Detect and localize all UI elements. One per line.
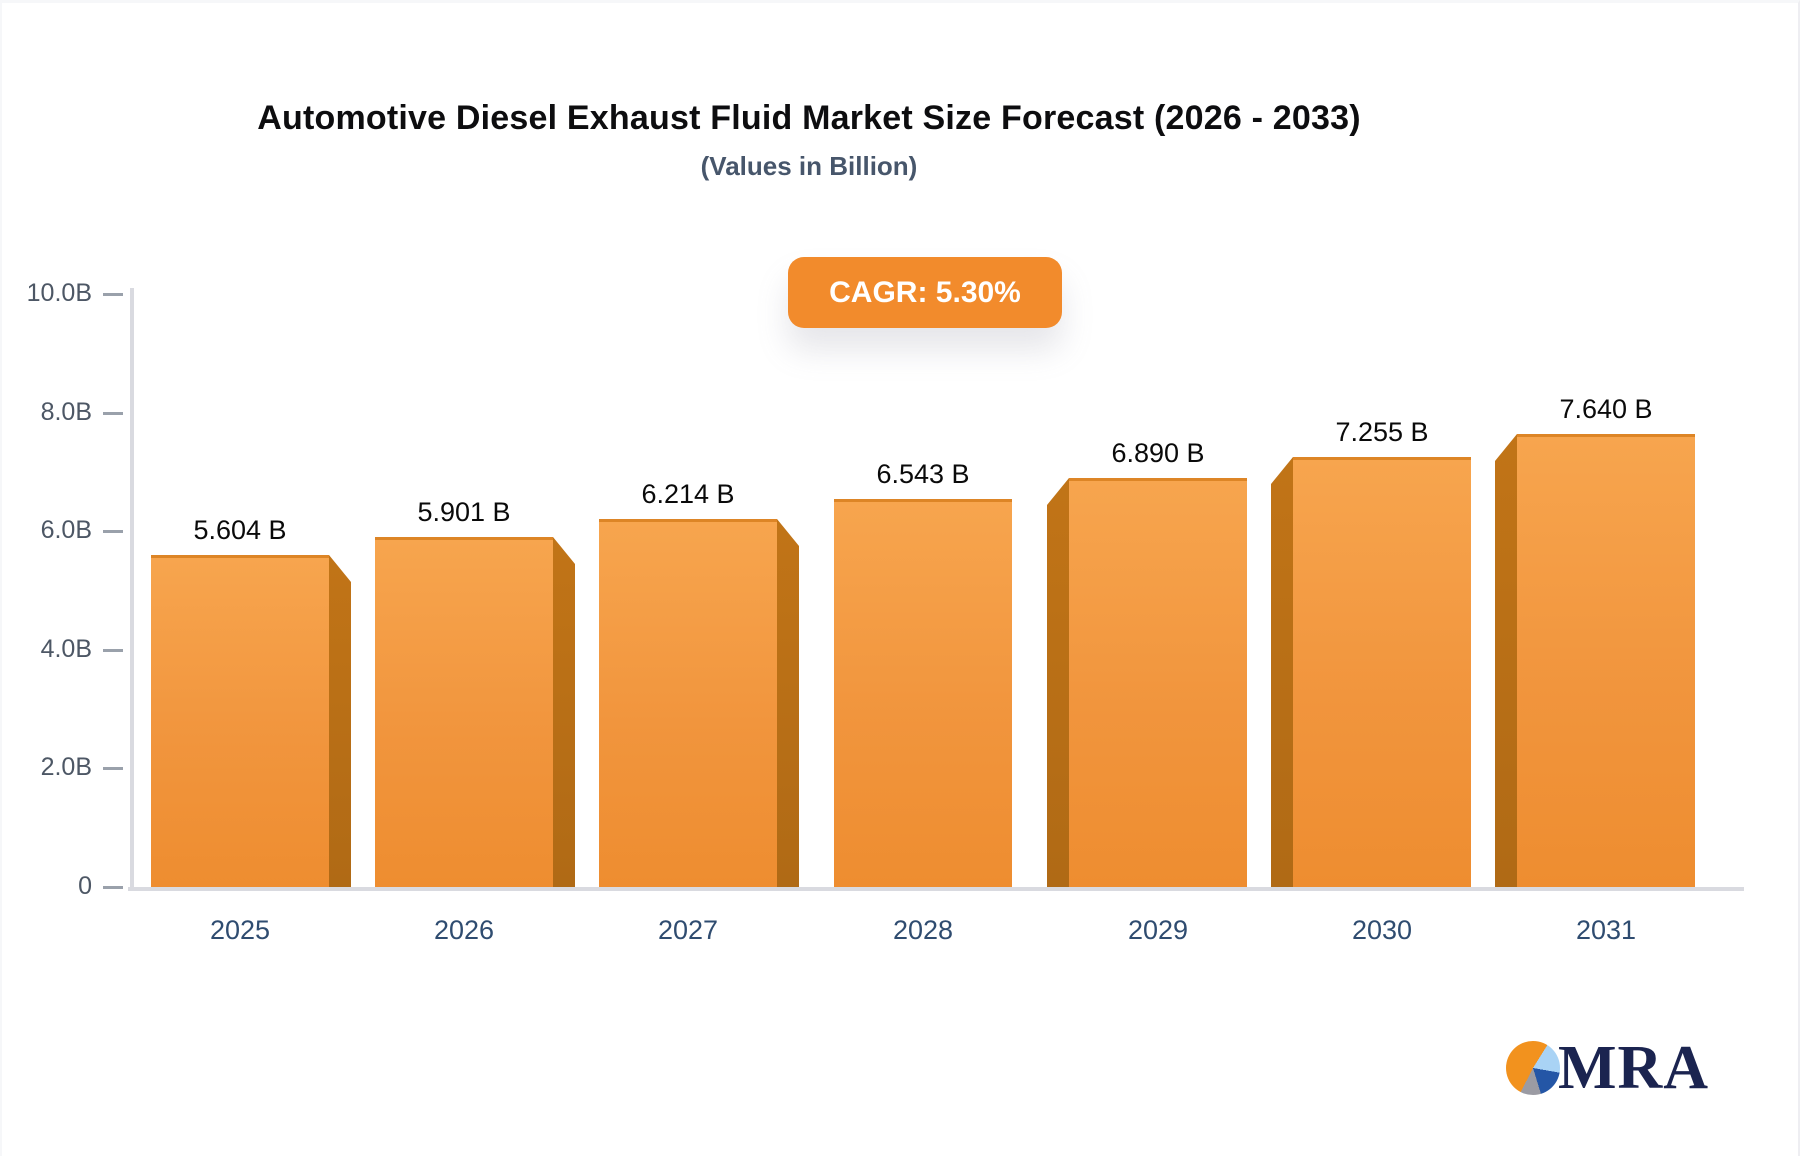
x-axis-label: 2031: [1575, 915, 1637, 945]
x-axis-line: [128, 887, 1744, 891]
bar-side-bevel: [1271, 457, 1293, 887]
bar-2029[interactable]: [1069, 478, 1247, 887]
y-axis-label: 10.0B: [26, 279, 92, 307]
bar-value-label: 7.255 B: [1335, 417, 1429, 447]
chart-title: Automotive Diesel Exhaust Fluid Market S…: [257, 99, 1361, 137]
logo: MRA: [1506, 1034, 1710, 1102]
bar-value-label: 5.901 B: [417, 497, 511, 527]
bar-value-label: 6.543 B: [876, 459, 970, 489]
y-axis-tick: [103, 411, 123, 415]
bar-value-label: 6.890 B: [1111, 438, 1205, 468]
bar-2028[interactable]: [834, 499, 1012, 887]
y-axis-tick: [103, 767, 123, 771]
y-axis-tick: [103, 648, 123, 652]
y-axis-label: 6.0B: [40, 516, 92, 545]
bar-value-label: 6.214 B: [641, 479, 735, 509]
y-axis-tick: [103, 530, 123, 534]
bar-2031[interactable]: [1517, 434, 1695, 887]
cagr-badge-label: CAGR: 5.30%: [829, 275, 1021, 309]
bar-2025[interactable]: [151, 555, 329, 887]
cagr-badge: CAGR: 5.30%: [788, 257, 1062, 328]
bar-side-bevel: [777, 519, 799, 887]
bar-2026[interactable]: [375, 537, 553, 887]
x-axis-label: 2030: [1351, 915, 1413, 945]
bar-value-label: 7.640 B: [1559, 394, 1653, 424]
logo-text: MRA: [1558, 1034, 1710, 1102]
y-axis-label: 2.0B: [40, 753, 92, 782]
x-axis-label: 2025: [209, 915, 271, 945]
bar-2027[interactable]: [599, 519, 777, 887]
pie-chart-logo-icon: [1506, 1041, 1560, 1095]
y-axis-tick: [103, 886, 123, 889]
chart-subtitle: (Values in Billion): [700, 151, 918, 181]
bar-side-bevel: [1495, 434, 1517, 887]
x-axis-label: 2029: [1127, 915, 1189, 945]
y-axis-line: [130, 288, 134, 891]
x-axis-label: 2027: [657, 915, 719, 945]
y-axis-label: 0: [78, 872, 92, 900]
bar-2030[interactable]: [1293, 457, 1471, 887]
bar-side-bevel: [553, 537, 575, 887]
x-axis-label: 2026: [433, 915, 495, 945]
bar-value-label: 5.604 B: [193, 515, 287, 545]
y-axis-label: 4.0B: [40, 634, 92, 663]
bar-side-bevel: [329, 555, 351, 887]
x-axis-label: 2028: [892, 915, 954, 945]
y-axis-label: 8.0B: [40, 397, 92, 426]
bar-side-bevel: [1047, 478, 1069, 887]
y-axis-tick: [103, 293, 123, 296]
